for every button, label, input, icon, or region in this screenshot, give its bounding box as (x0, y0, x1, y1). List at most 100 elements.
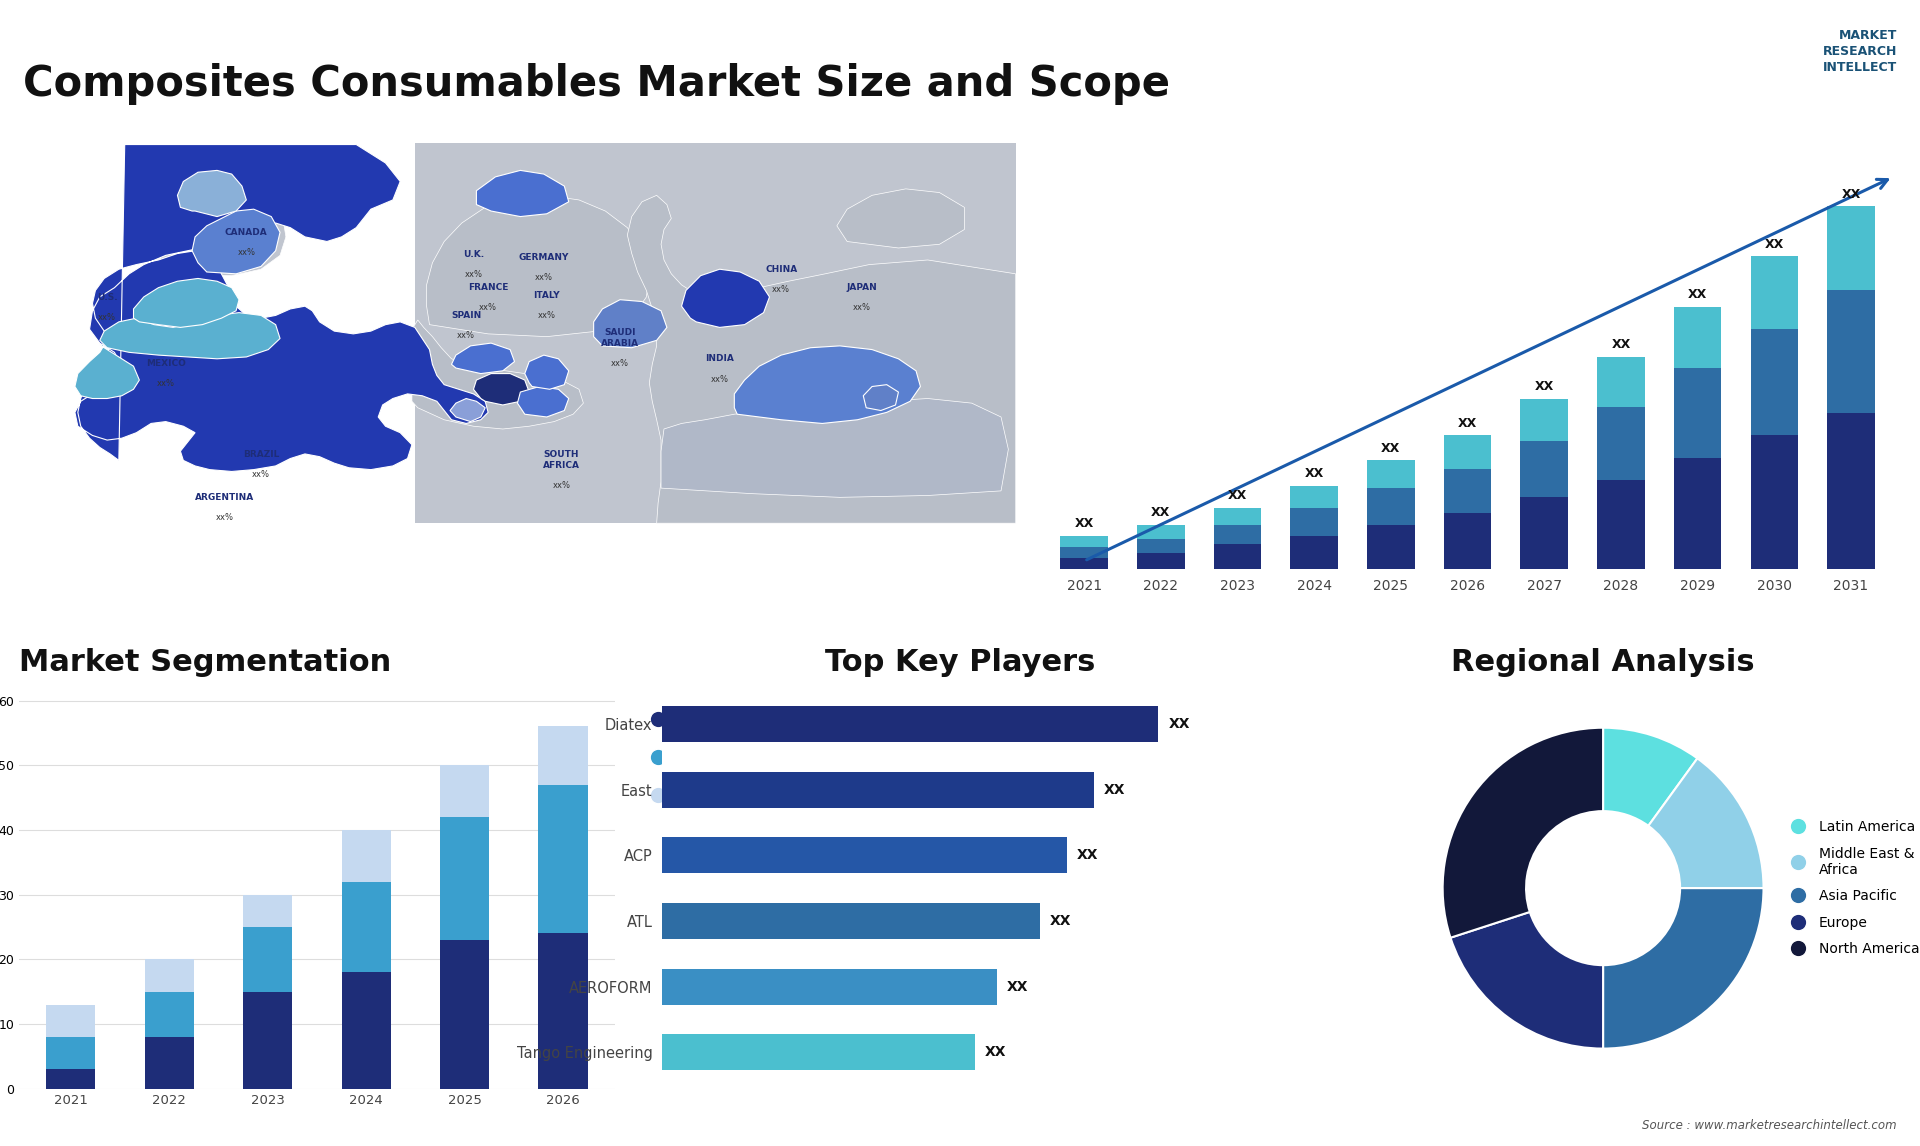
Bar (1367, 525, 1415, 570)
Text: xx%: xx% (238, 248, 255, 257)
Bar (1674, 368, 1722, 457)
Polygon shape (75, 144, 488, 471)
Bar (662, 1035, 975, 1070)
Bar (244, 895, 292, 927)
Polygon shape (134, 278, 238, 328)
Wedge shape (1649, 759, 1763, 888)
Text: CANADA: CANADA (225, 228, 267, 237)
Bar (1521, 441, 1569, 496)
Bar (1597, 407, 1645, 480)
Text: xx%: xx% (852, 304, 872, 313)
Text: ARGENTINA: ARGENTINA (194, 493, 253, 502)
Text: XX: XX (1764, 238, 1784, 251)
Text: XX: XX (1077, 848, 1098, 862)
Polygon shape (100, 313, 280, 359)
Bar (1290, 536, 1338, 570)
Text: MARKET
RESEARCH
INTELLECT: MARKET RESEARCH INTELLECT (1822, 29, 1897, 73)
Text: xx%: xx% (480, 304, 497, 313)
Bar (662, 968, 996, 1005)
Text: XX: XX (1457, 417, 1476, 430)
Text: U.S.: U.S. (96, 292, 117, 301)
Polygon shape (682, 269, 770, 328)
Polygon shape (593, 300, 666, 347)
Text: XX: XX (1006, 980, 1027, 994)
Bar (46, 1037, 96, 1069)
Text: XX: XX (1688, 288, 1707, 301)
Text: XX: XX (1304, 468, 1323, 480)
Polygon shape (148, 167, 286, 276)
Bar (440, 766, 490, 817)
Text: Market Segmentation: Market Segmentation (19, 647, 392, 677)
Text: xx%: xx% (252, 470, 271, 479)
Bar (244, 927, 292, 991)
Text: xx%: xx% (98, 313, 115, 322)
Bar (538, 934, 588, 1089)
Bar (1751, 435, 1797, 570)
Bar (1597, 480, 1645, 570)
Text: xx%: xx% (465, 270, 482, 280)
Bar (1137, 539, 1185, 552)
Text: xx%: xx% (157, 379, 175, 388)
Text: CHINA: CHINA (764, 265, 797, 274)
Text: xx%: xx% (611, 359, 630, 368)
Bar (440, 940, 490, 1089)
Polygon shape (837, 189, 964, 248)
Text: XX: XX (1050, 915, 1071, 928)
Bar (1521, 399, 1569, 441)
Legend: Latin America, Middle East &
Africa, Asia Pacific, Europe, North America: Latin America, Middle East & Africa, Asi… (1778, 815, 1920, 961)
Text: XX: XX (1169, 717, 1190, 731)
Text: XX: XX (985, 1045, 1006, 1059)
Bar (1137, 525, 1185, 539)
Bar (46, 1005, 96, 1037)
Bar (1137, 552, 1185, 570)
Bar (1751, 329, 1797, 435)
Text: XX: XX (1380, 442, 1400, 455)
Title: Regional Analysis: Regional Analysis (1452, 647, 1755, 677)
Polygon shape (75, 345, 140, 399)
Wedge shape (1603, 728, 1697, 826)
Circle shape (1528, 813, 1678, 964)
Text: BRAZIL: BRAZIL (242, 449, 278, 458)
Polygon shape (415, 143, 1016, 524)
Bar (1367, 488, 1415, 525)
Polygon shape (524, 355, 568, 390)
Bar (1444, 469, 1492, 513)
Text: Composites Consumables Market Size and Scope: Composites Consumables Market Size and S… (23, 63, 1169, 105)
Bar (662, 838, 1068, 873)
Polygon shape (409, 320, 584, 429)
Polygon shape (660, 399, 1008, 497)
Bar (144, 1037, 194, 1089)
Polygon shape (192, 210, 280, 274)
Bar (1290, 508, 1338, 536)
Text: XX: XX (1104, 783, 1125, 796)
Bar (1367, 461, 1415, 488)
Text: SPAIN: SPAIN (451, 311, 482, 320)
Text: U.K.: U.K. (463, 250, 484, 259)
Bar (662, 771, 1094, 808)
Text: MEXICO: MEXICO (146, 359, 186, 368)
Text: XX: XX (1075, 517, 1094, 531)
Text: Source : www.marketresearchintellect.com: Source : www.marketresearchintellect.com (1642, 1120, 1897, 1132)
Bar (1828, 290, 1874, 413)
Bar (1290, 486, 1338, 508)
Text: xx%: xx% (215, 513, 234, 523)
Bar (662, 903, 1041, 939)
Bar (1597, 356, 1645, 407)
Polygon shape (449, 399, 486, 422)
Polygon shape (733, 346, 920, 424)
Text: XX: XX (1534, 380, 1553, 393)
Wedge shape (1442, 728, 1603, 937)
Bar (1828, 413, 1874, 570)
Bar (1060, 536, 1108, 547)
Text: xx%: xx% (457, 331, 474, 340)
Text: xx%: xx% (553, 480, 570, 489)
Bar (1751, 257, 1797, 329)
Bar (1521, 496, 1569, 570)
Legend: Type, Application, Geography: Type, Application, Geography (636, 704, 783, 811)
Bar (1213, 544, 1261, 570)
Polygon shape (451, 343, 515, 374)
Text: XX: XX (1611, 338, 1630, 352)
Polygon shape (628, 195, 1016, 524)
Bar (46, 1069, 96, 1089)
Bar (1828, 206, 1874, 290)
